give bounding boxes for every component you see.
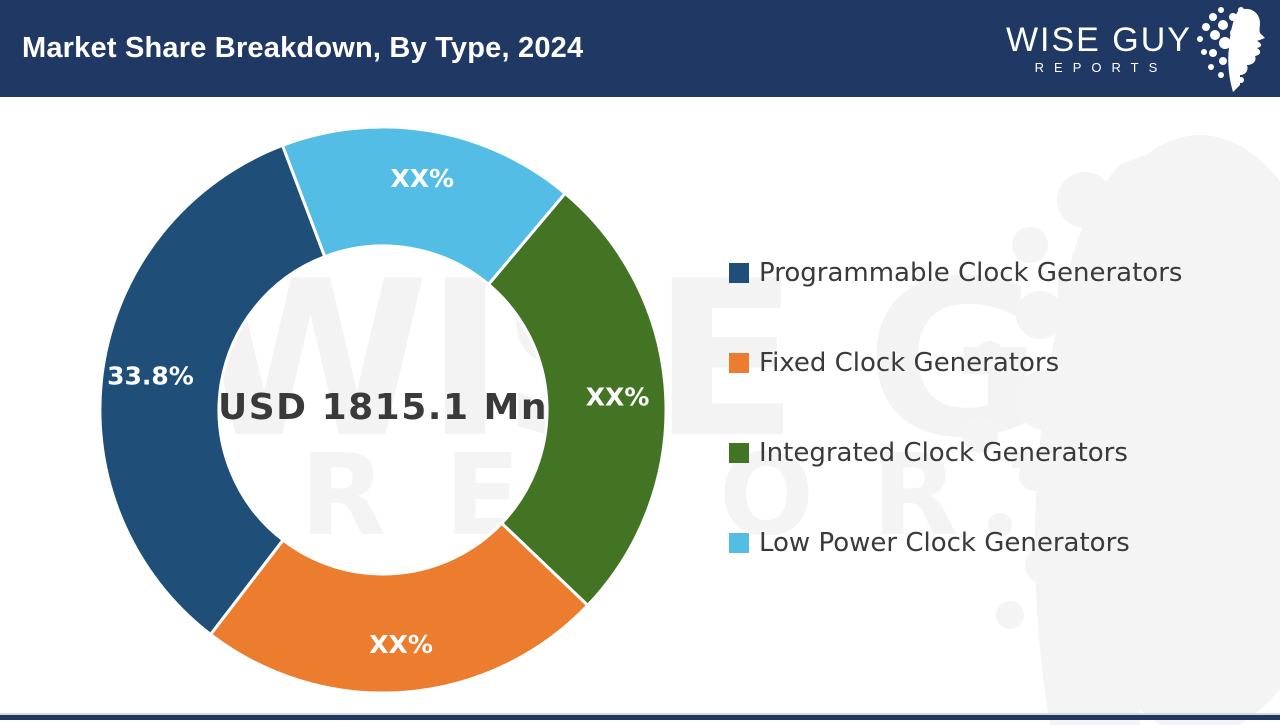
legend-item-integrated: Integrated Clock Generators [729,438,1182,468]
legend-swatch-integrated [729,443,749,463]
legend-swatch-fixed [729,353,749,373]
legend-label-integrated: Integrated Clock Generators [759,438,1128,468]
chart-legend: Programmable Clock Generators Fixed Cloc… [729,258,1182,618]
logo-face-icon [1197,6,1265,92]
slice-label-fixed: XX% [369,630,433,659]
legend-item-low-power: Low Power Clock Generators [729,528,1182,558]
logo-subtitle: REPORTS [1034,60,1168,75]
legend-item-fixed: Fixed Clock Generators [729,348,1182,378]
slice-label-programmable: 33.8% [107,361,194,390]
legend-label-programmable: Programmable Clock Generators [759,258,1183,288]
legend-label-fixed: Fixed Clock Generators [759,348,1060,378]
legend-label-low-power: Low Power Clock Generators [759,528,1130,558]
logo-wordmark: WISE GUY [1005,21,1192,59]
page-title: Market Share Breakdown, By Type, 2024 [22,32,584,64]
footer-bar [0,713,1280,720]
donut-segment-low-power [281,125,567,286]
donut-center-value: USD 1815.1 Mn [218,387,548,428]
donut-segment-fixed [209,521,590,695]
legend-swatch-programmable [729,263,749,283]
legend-item-programmable: Programmable Clock Generators [729,258,1182,288]
header-banner: Market Share Breakdown, By Type, 2024 WI… [0,0,1280,97]
donut-segment-programmable [98,143,327,636]
legend-swatch-low-power [729,533,749,553]
slice-label-low-power: XX% [390,164,454,193]
slice-label-integrated: XX% [586,383,650,412]
watermark-face-graphic [962,135,1280,725]
donut-segment-integrated [487,191,668,607]
wise-guy-reports-logo: WISE GUY REPORTS [1006,5,1266,93]
logo-text: WISE GUY REPORTS [1006,23,1192,74]
